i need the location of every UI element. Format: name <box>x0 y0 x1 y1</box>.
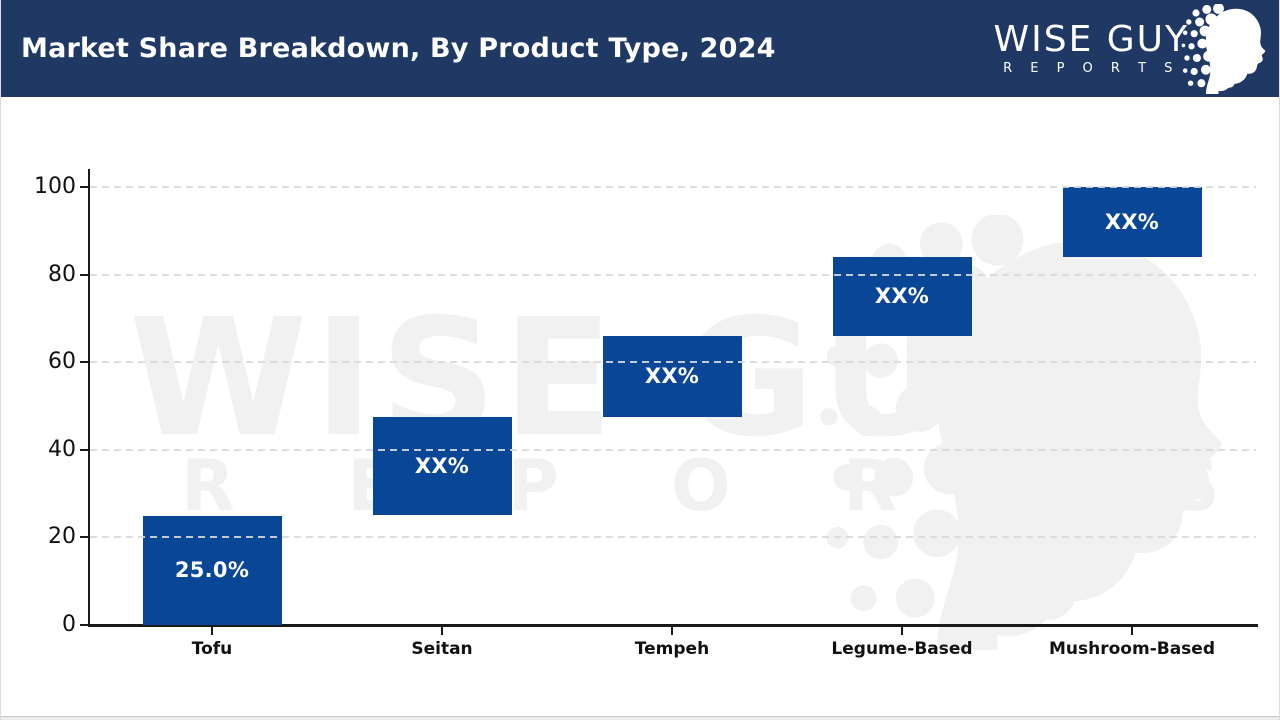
y-tick-mark <box>80 536 88 539</box>
gridline <box>90 536 1256 539</box>
y-tick-mark <box>80 361 88 364</box>
x-tick-mark <box>901 627 903 635</box>
x-category-label: Mushroom-Based <box>1049 639 1215 659</box>
y-tick-mark <box>80 273 88 276</box>
x-tick-mark <box>211 627 213 635</box>
x-category-label: Legume-Based <box>831 639 973 659</box>
bar-value-label: XX% <box>874 284 930 309</box>
x-category-label: Tempeh <box>634 639 710 659</box>
bar-tofu: 25.0% <box>142 515 282 625</box>
wiseguy-face-icon <box>1181 3 1266 94</box>
bar-value-label: XX% <box>644 364 700 389</box>
y-tick-mark <box>80 624 88 626</box>
x-category-label: Seitan <box>411 639 473 659</box>
footer-strip <box>1 716 1279 720</box>
logo-text: WISE GUY R E P O R T S <box>994 21 1190 76</box>
bar-mushroom-based: XX% <box>1062 187 1202 258</box>
chart-area: WISE GUY R E P O R T S 0 20 40 60 80 100 25.0%… <box>1 97 1279 716</box>
logo-subtext: R E P O R T S <box>1003 60 1180 76</box>
bar-value-label: XX% <box>414 454 470 479</box>
gridline <box>90 273 1256 276</box>
logo-wordmark: WISE GUY <box>993 19 1189 61</box>
y-tick-mark <box>80 186 88 188</box>
y-tick-label: 60 <box>48 349 76 375</box>
header: Market Share Breakdown, By Product Type,… <box>1 0 1279 97</box>
bar-value-label: 25.0% <box>174 558 250 583</box>
gridline <box>90 361 1256 364</box>
gridline <box>90 186 1256 188</box>
y-tick-label: 40 <box>48 436 76 462</box>
y-tick-mark <box>80 448 88 451</box>
y-tick-label: 100 <box>34 174 76 199</box>
wiseguy-logo: WISE GUY R E P O R T S <box>994 3 1280 94</box>
y-tick-label: 80 <box>48 261 76 287</box>
x-tick-mark <box>1131 627 1133 635</box>
y-axis-spine <box>88 169 90 627</box>
y-tick-label: 0 <box>62 612 76 637</box>
x-category-label: Tofu <box>191 639 233 659</box>
gridline <box>90 448 1256 451</box>
x-tick-mark <box>441 627 443 635</box>
x-axis-line <box>88 624 1258 627</box>
bar-legume-based: XX% <box>832 257 972 336</box>
x-tick-mark <box>671 627 673 635</box>
bar-value-label: XX% <box>1104 210 1160 235</box>
chart-title: Market Share Breakdown, By Product Type,… <box>21 33 776 64</box>
bar-seitan: XX% <box>372 416 512 516</box>
bar-tempeh: XX% <box>602 335 742 417</box>
y-tick-label: 20 <box>48 524 76 550</box>
